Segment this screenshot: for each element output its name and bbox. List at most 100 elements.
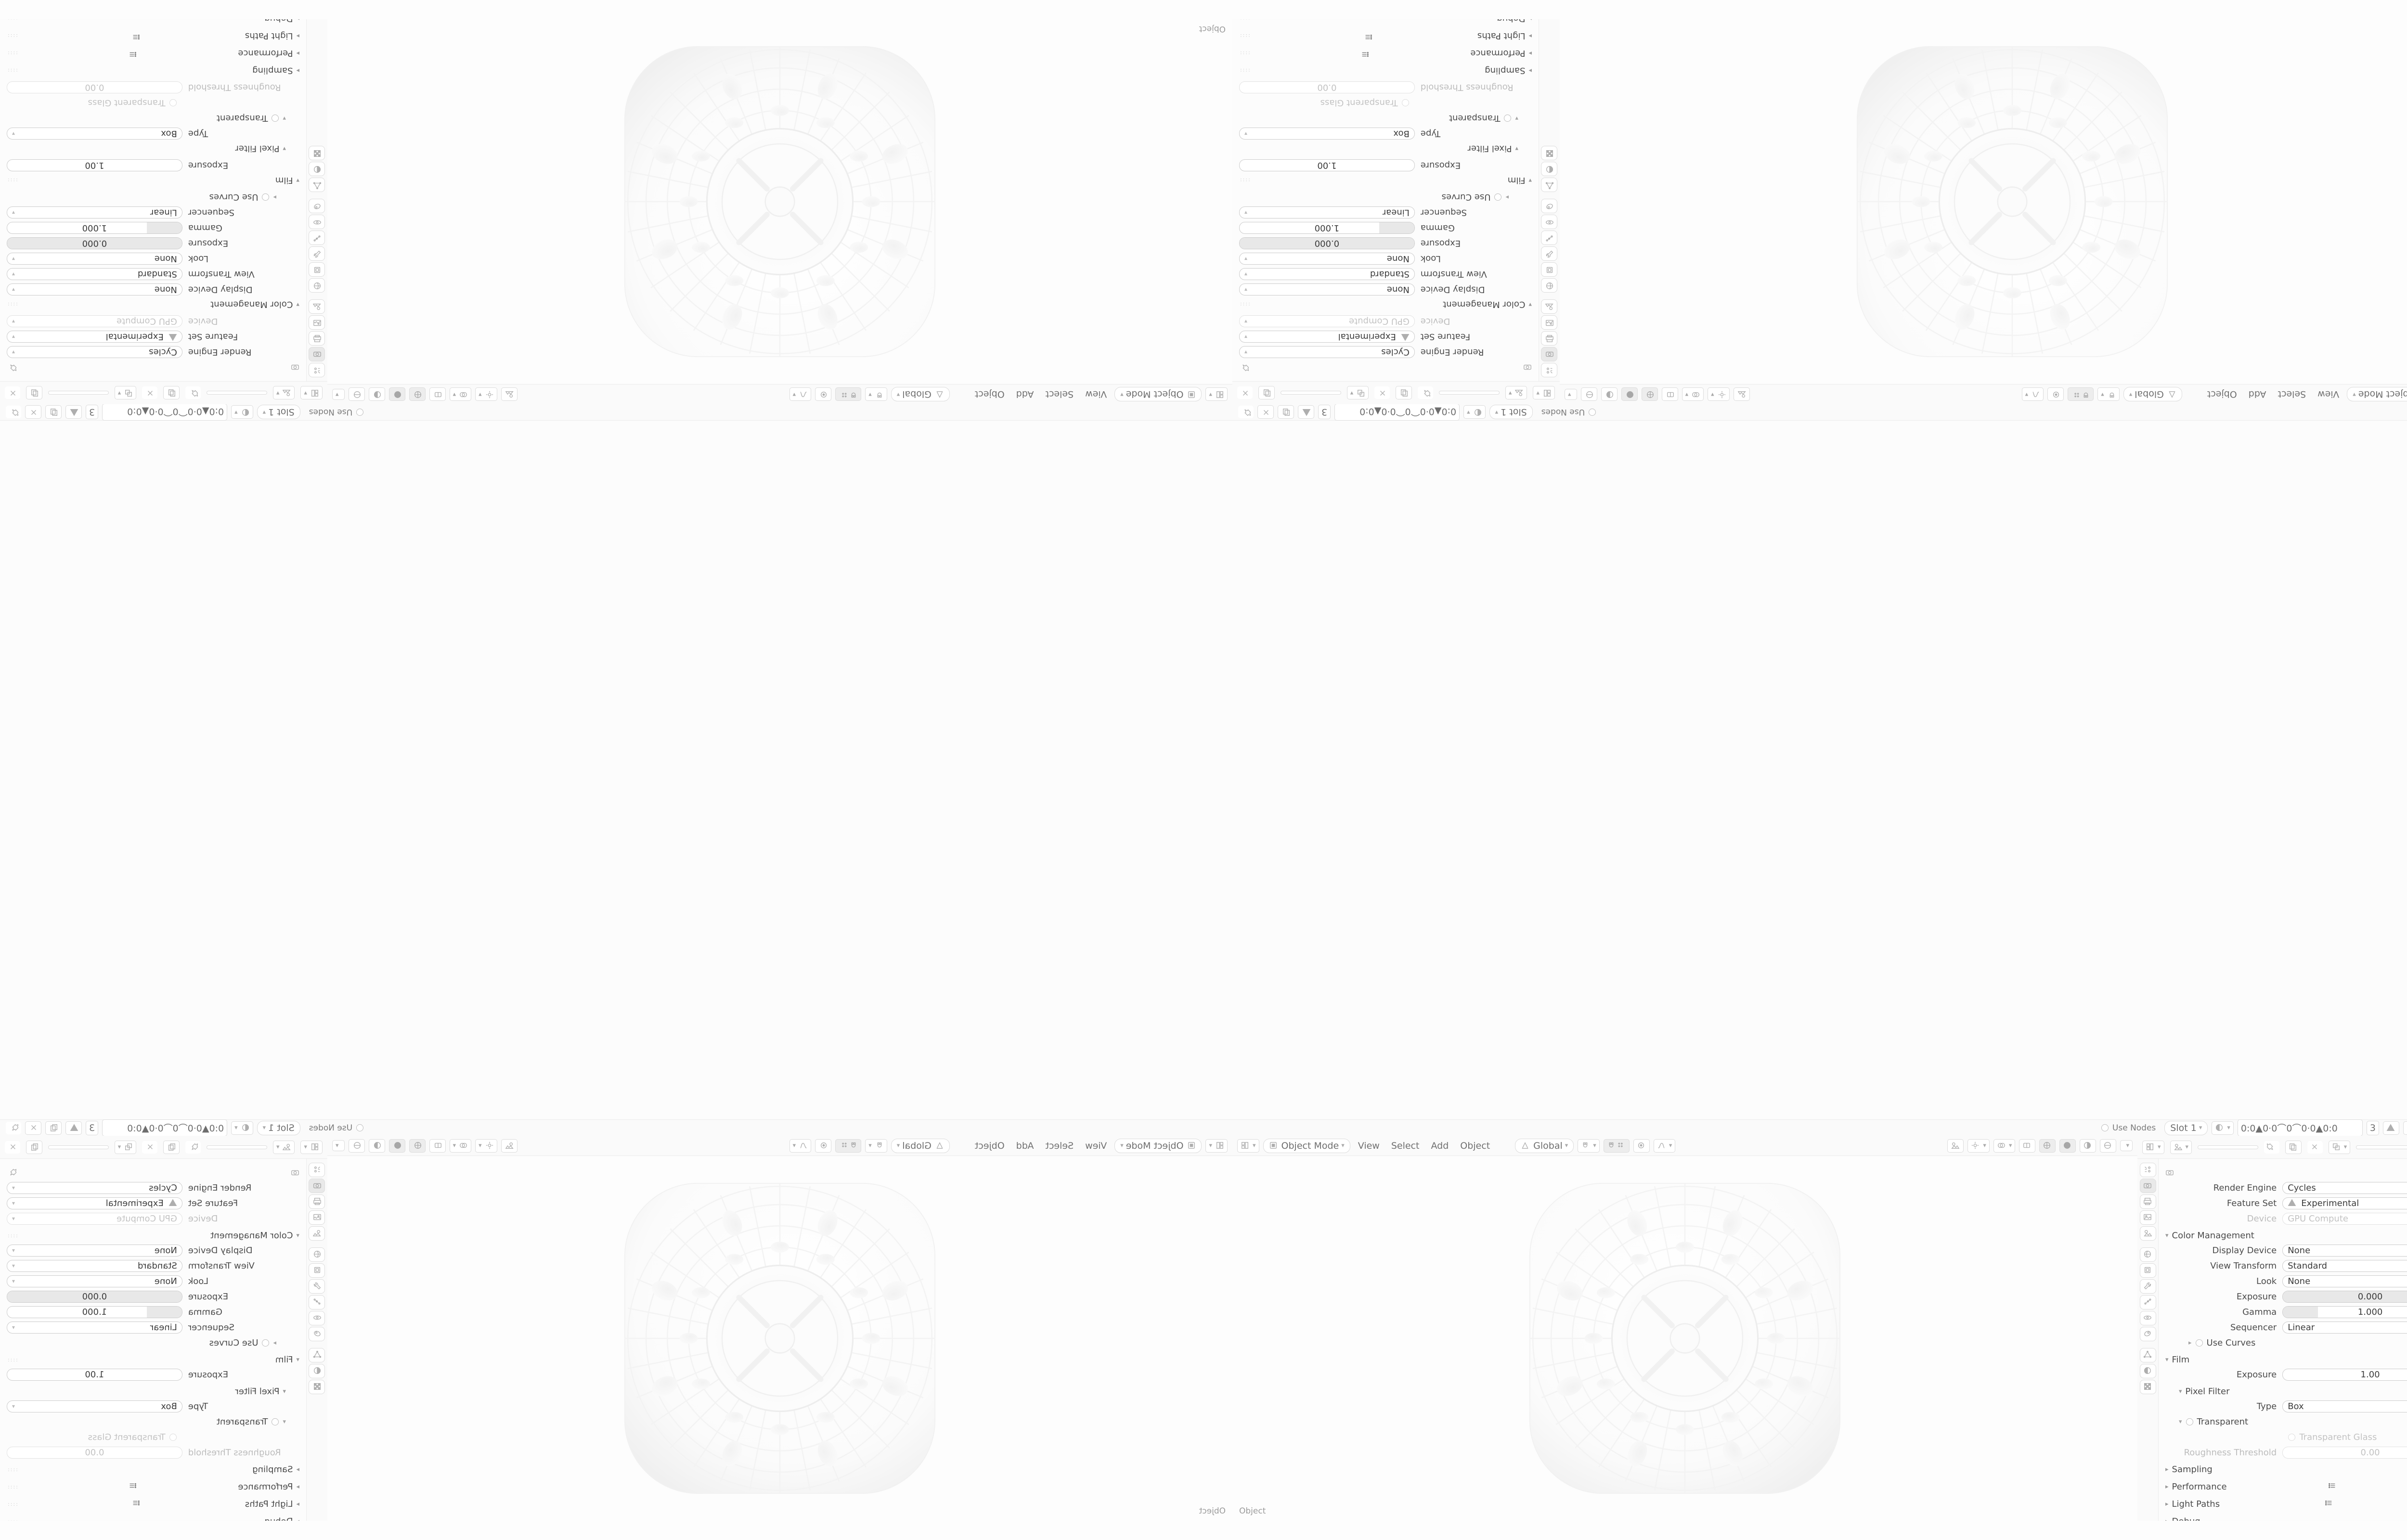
property-row-sequencer[interactable]: Sequencer Linear▾ (7, 206, 299, 219)
sequencer-value[interactable]: Linear▾ (7, 1321, 182, 1334)
material-browse-footer[interactable]: ▾ (1463, 405, 1486, 419)
properties-region[interactable]: ▾ ▾ ▾ Render Engine Cycles▾ Feature Set Experi… (2137, 1136, 2407, 1521)
pin-scene-button[interactable] (1418, 386, 1434, 399)
drag-handle[interactable]: :::: (1239, 50, 1250, 57)
properties-editor[interactable]: ▾ ▾ ▾ Render Engine Cycles▾ Feature Set Experi… (0, 19, 327, 404)
remove-viewlayer-button[interactable] (1237, 386, 1253, 399)
viewport-menu-view[interactable]: View (1085, 389, 1107, 400)
properties-tab-texture[interactable] (2139, 1380, 2156, 1394)
overlay-toggle[interactable]: ▾ (1682, 387, 1704, 401)
material-name-footer[interactable]: 0:0▲0·0⌒0⌒0·0▲0:0 (2237, 1119, 2363, 1136)
property-row-display-device[interactable]: Display Device None▾ (7, 1244, 299, 1257)
scene-name-field[interactable] (207, 1145, 267, 1149)
drag-handle[interactable]: :::: (7, 1483, 18, 1490)
property-row-feature-set[interactable]: Feature Set Experimental▾ (1239, 330, 1532, 344)
editor-type-button[interactable]: ▾ (1205, 1139, 1228, 1153)
section-performance[interactable]: ▸Performance:::: (7, 1479, 299, 1494)
viewport-menu-object[interactable]: Object (1460, 1140, 1490, 1151)
scene-name-field[interactable] (2198, 1145, 2258, 1149)
device-value[interactable]: GPU Compute▾ (7, 315, 182, 328)
shading-solid[interactable] (1621, 387, 1638, 401)
cm-gamma-slider[interactable]: 1.000 (1239, 222, 1415, 234)
shading-popover[interactable]: ▾ (1565, 389, 1577, 400)
section-color-management[interactable]: ▾Color Management:::: (7, 297, 299, 312)
sequencer-value[interactable]: Linear▾ (1239, 206, 1415, 219)
drag-handle[interactable]: :::: (7, 1466, 18, 1473)
editor-type-button[interactable]: ▾ (300, 1140, 323, 1154)
property-row-look[interactable]: Look None▾ (7, 1274, 299, 1288)
property-row-sequencer[interactable]: Sequencer Linear▾ (2165, 1321, 2407, 1334)
viewlayer-name-field[interactable] (2356, 1145, 2407, 1149)
property-row-use-curves[interactable]: ▸ Use Curves (7, 1336, 299, 1349)
property-row-look[interactable]: Look None▾ (7, 252, 299, 266)
property-row-render-engine[interactable]: Render Engine Cycles▾ (1239, 346, 1532, 359)
slot-selector-footer[interactable]: Slot 1 ▾ (2164, 1120, 2208, 1135)
properties-region[interactable]: ▾ ▾ ▾ Render Engine Cycles▾ Feature Set Experi… (1232, 19, 1560, 404)
proportional-edit-toggle[interactable] (815, 387, 832, 401)
new-scene-button[interactable] (1396, 386, 1412, 400)
section-color-management[interactable]: ▾Color Management:::: (7, 1228, 299, 1243)
pixel-filter-type-value[interactable]: Box▾ (7, 128, 182, 140)
shading-wireframe[interactable] (409, 1139, 426, 1153)
properties-tab-scene[interactable] (2139, 1226, 2156, 1241)
snap-settings-button[interactable] (835, 1139, 862, 1153)
properties-tab-tool[interactable] (1541, 363, 1558, 377)
users-count-footer[interactable]: 3 (1318, 405, 1331, 420)
property-row-view-transform[interactable]: View Transform Standard▾ (1239, 268, 1532, 281)
shading-rendered[interactable] (2100, 1139, 2117, 1153)
cm-gamma-slider[interactable]: 1.000 (2282, 1306, 2407, 1318)
feature-set-value[interactable]: Experimental▾ (7, 1197, 182, 1209)
pin-icon[interactable] (7, 362, 17, 372)
shading-wireframe[interactable] (1641, 387, 1658, 401)
snap-settings-button[interactable] (835, 387, 862, 401)
transform-orientation-selector[interactable]: Global ▾ (2123, 387, 2182, 402)
transform-orientation-selector[interactable]: Global ▾ (1515, 1138, 1574, 1153)
unlink-footer[interactable] (25, 405, 41, 419)
new-viewlayer-button[interactable] (1258, 386, 1275, 400)
properties-tab-image[interactable] (1541, 315, 1558, 330)
property-row-display-device[interactable]: Display Device None▾ (7, 283, 299, 296)
material-browse-footer[interactable]: ▾ (2212, 1121, 2234, 1135)
section-pixel-filter[interactable]: ▾ Pixel Filter (7, 141, 299, 156)
properties-tab-material[interactable] (1541, 162, 1558, 176)
transparent-checkbox[interactable] (2186, 1418, 2193, 1425)
properties-tab-particles[interactable] (1541, 231, 1558, 245)
shading-rendered[interactable] (348, 387, 365, 401)
properties-tab-texture[interactable] (309, 146, 325, 160)
display-device-value[interactable]: None▾ (7, 1244, 182, 1257)
drag-handle[interactable]: :::: (7, 1518, 18, 1521)
property-row-view-transform[interactable]: View Transform Standard▾ (7, 1259, 299, 1272)
property-row-cm-gamma[interactable]: Gamma 1.000 (1239, 221, 1532, 235)
snap-toggle[interactable]: ▾ (865, 387, 887, 401)
editor-type-button[interactable]: ▾ (2142, 1140, 2164, 1154)
shading-wireframe[interactable] (409, 387, 426, 401)
properties-tab-particles[interactable] (309, 231, 325, 245)
property-row-film-exposure[interactable]: Exposure 1.00 (1239, 159, 1532, 172)
section-debug[interactable]: ▸Debug:::: (1239, 19, 1532, 26)
properties-tab-image[interactable] (309, 1210, 325, 1225)
scene-browse-button[interactable]: ▾ (1505, 386, 1527, 400)
section-debug[interactable]: ▸Debug:::: (2165, 1514, 2407, 1521)
property-row-film-exposure[interactable]: Exposure 1.00 (7, 159, 299, 172)
properties-tab-scene[interactable] (1541, 299, 1558, 314)
new-scene-button[interactable] (2285, 1140, 2302, 1154)
section-sampling[interactable]: ▸Sampling:::: (1239, 64, 1532, 78)
slot-selector-footer[interactable]: Slot 1 ▾ (1489, 405, 1533, 420)
property-row-device[interactable]: Device GPU Compute▾ (7, 315, 299, 328)
cm-exposure-slider[interactable]: 0.000 (1239, 237, 1415, 250)
property-row-render-engine[interactable]: Render Engine Cycles▾ (2165, 1181, 2407, 1194)
snap-toggle[interactable]: ▾ (865, 1139, 887, 1153)
property-row-cm-gamma[interactable]: Gamma 1.000 (2165, 1305, 2407, 1319)
use-curves-checkbox[interactable] (262, 193, 270, 201)
properties-tab-world[interactable] (2139, 1247, 2156, 1262)
snap-toggle[interactable]: ▾ (1578, 1139, 1600, 1153)
cm-exposure-slider[interactable]: 0.000 (2282, 1290, 2407, 1303)
fake-user-footer[interactable] (2383, 1121, 2399, 1135)
feature-set-value[interactable]: Experimental▾ (1239, 331, 1415, 343)
section-performance[interactable]: ▸Performance:::: (7, 46, 299, 61)
properties-tab-camera[interactable] (309, 1179, 325, 1193)
overlay-toggle[interactable]: ▾ (449, 1139, 472, 1153)
